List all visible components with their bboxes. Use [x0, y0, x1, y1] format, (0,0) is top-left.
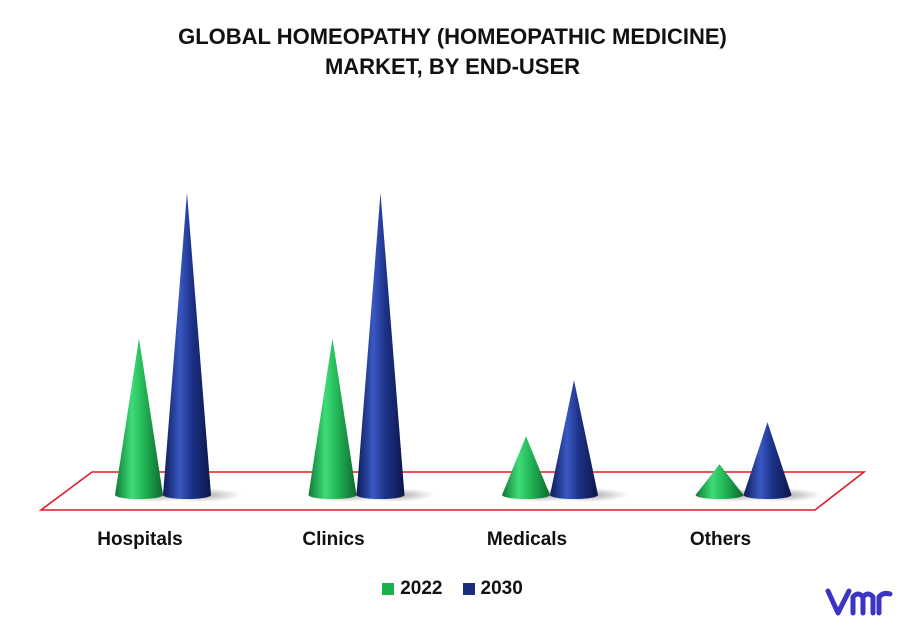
chart-title-line-2: MARKET, BY END-USER — [324, 54, 581, 79]
x-tick-label-hospitals: Hospitals — [97, 529, 183, 550]
cone-medicals-2022[interactable] — [502, 436, 550, 499]
cone-hospitals-2022[interactable] — [115, 338, 163, 499]
legend-label-2022: 2022 — [400, 578, 443, 599]
cone-medicals-2030[interactable] — [550, 380, 598, 499]
x-tick-label-medicals: Medicals — [487, 529, 567, 550]
cone-clinics-2030[interactable] — [356, 192, 405, 499]
x-tick-label-others: Others — [690, 529, 751, 550]
legend-item-2022[interactable]: 2022 — [382, 578, 443, 600]
legend: 2022 2030 — [0, 578, 905, 600]
cone-hospitals-2030[interactable] — [163, 192, 211, 499]
legend-swatch-2022 — [382, 583, 395, 595]
legend-item-2030[interactable]: 2030 — [462, 578, 523, 600]
chart-title-line-1: GLOBAL HOMEOPATHY (HOMEOPATHIC MEDICINE) — [178, 24, 727, 49]
x-tick-labels: Hospitals Clinics Medicals Others — [97, 529, 751, 550]
cone-clinics-2022[interactable] — [308, 338, 357, 499]
cone-others-2022[interactable] — [695, 464, 744, 499]
legend-label-2030: 2030 — [480, 578, 523, 599]
legend-swatch-2030 — [462, 583, 475, 595]
cones-layer — [115, 192, 792, 499]
chart-title: GLOBAL HOMEOPATHY (HOMEOPATHIC MEDICINE)… — [0, 22, 905, 82]
cone-others-2030[interactable] — [743, 422, 792, 499]
vmr-logo-icon — [825, 588, 893, 616]
chart-floor — [38, 471, 867, 511]
x-tick-label-clinics: Clinics — [302, 529, 364, 550]
